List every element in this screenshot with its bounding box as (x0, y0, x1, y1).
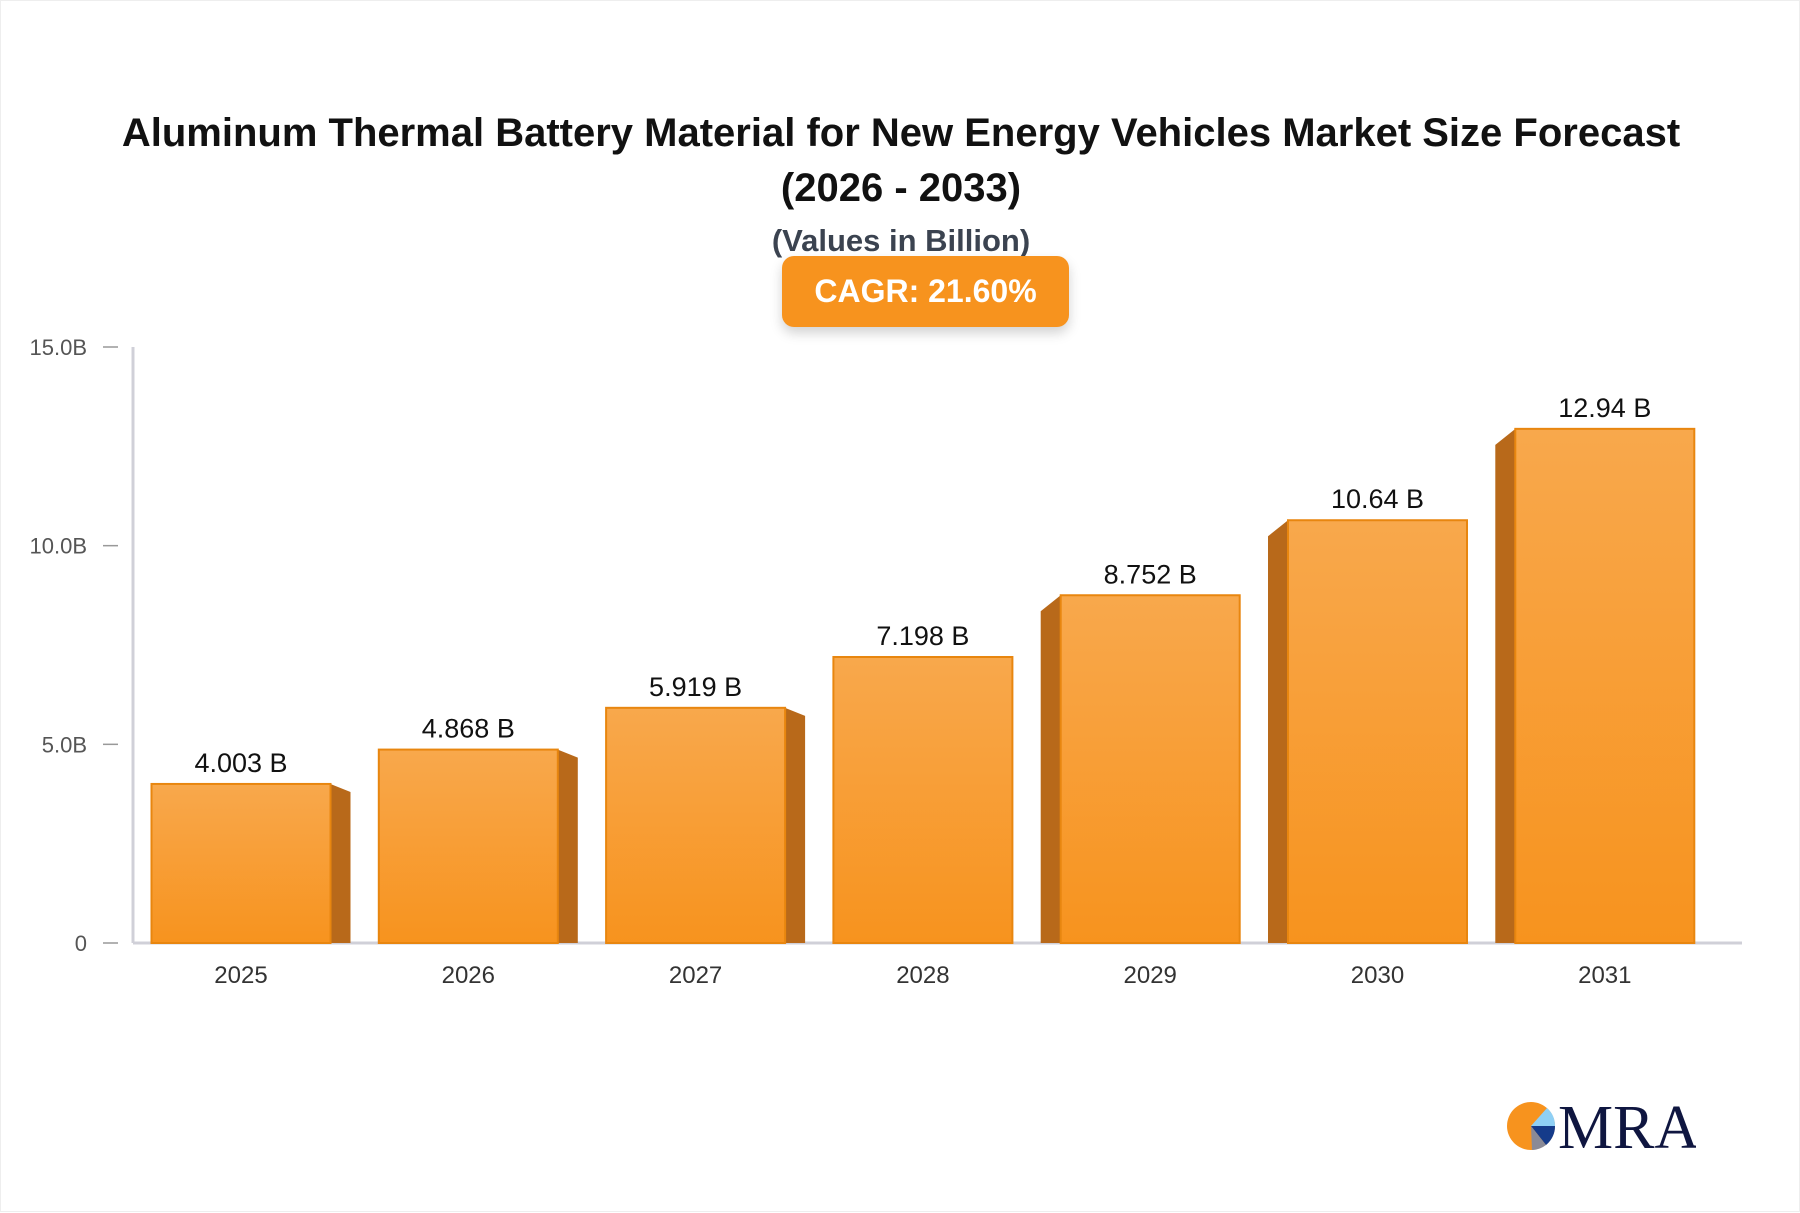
bar-2031 (1514, 427, 1696, 945)
data-label: 8.752 B (1104, 559, 1197, 589)
bar-2029 (1059, 594, 1241, 944)
bar-side (1268, 520, 1288, 943)
bar-side (1495, 428, 1516, 943)
x-tick-label: 2026 (442, 962, 495, 989)
bar-side (1040, 595, 1061, 943)
bar-side (785, 707, 806, 943)
data-label: 7.198 B (876, 621, 969, 651)
bar-2025 (150, 782, 332, 944)
data-label: 4.868 B (422, 714, 515, 744)
bar-2030 (1287, 519, 1468, 944)
bar-side (557, 749, 578, 943)
mra-logo: MRA (1506, 1094, 1699, 1162)
data-label: 5.919 B (649, 672, 742, 702)
chart-title: Aluminum Thermal Battery Material for Ne… (121, 111, 1681, 155)
y-tick-label: 5.0B (42, 732, 87, 757)
x-tick-label: 2030 (1351, 962, 1404, 989)
bar-2027 (605, 706, 787, 945)
cagr-badge: CAGR: 21.60% (782, 256, 1069, 327)
y-tick-label: 0 (75, 931, 87, 956)
bar-side (330, 783, 351, 943)
chart-title-line2: (2026 - 2033) (780, 166, 1022, 210)
bar-2028 (832, 655, 1014, 944)
svg-text:MRA: MRA (1558, 1096, 1696, 1156)
bar-2026 (377, 748, 559, 944)
x-tick-label: 2025 (214, 962, 267, 989)
x-tick-label: 2027 (669, 962, 722, 989)
chart-subtitle: (Values in Billion) (771, 223, 1031, 258)
data-label: 4.003 B (194, 748, 287, 778)
x-tick-label: 2028 (896, 962, 949, 989)
y-tick-label: 15.0B (30, 335, 88, 360)
x-tick-label: 2029 (1124, 962, 1177, 989)
y-tick-label: 10.0B (30, 534, 88, 559)
x-tick-label: 2031 (1578, 962, 1631, 989)
data-label: 10.64 B (1331, 484, 1424, 514)
data-label: 12.94 B (1558, 393, 1651, 423)
